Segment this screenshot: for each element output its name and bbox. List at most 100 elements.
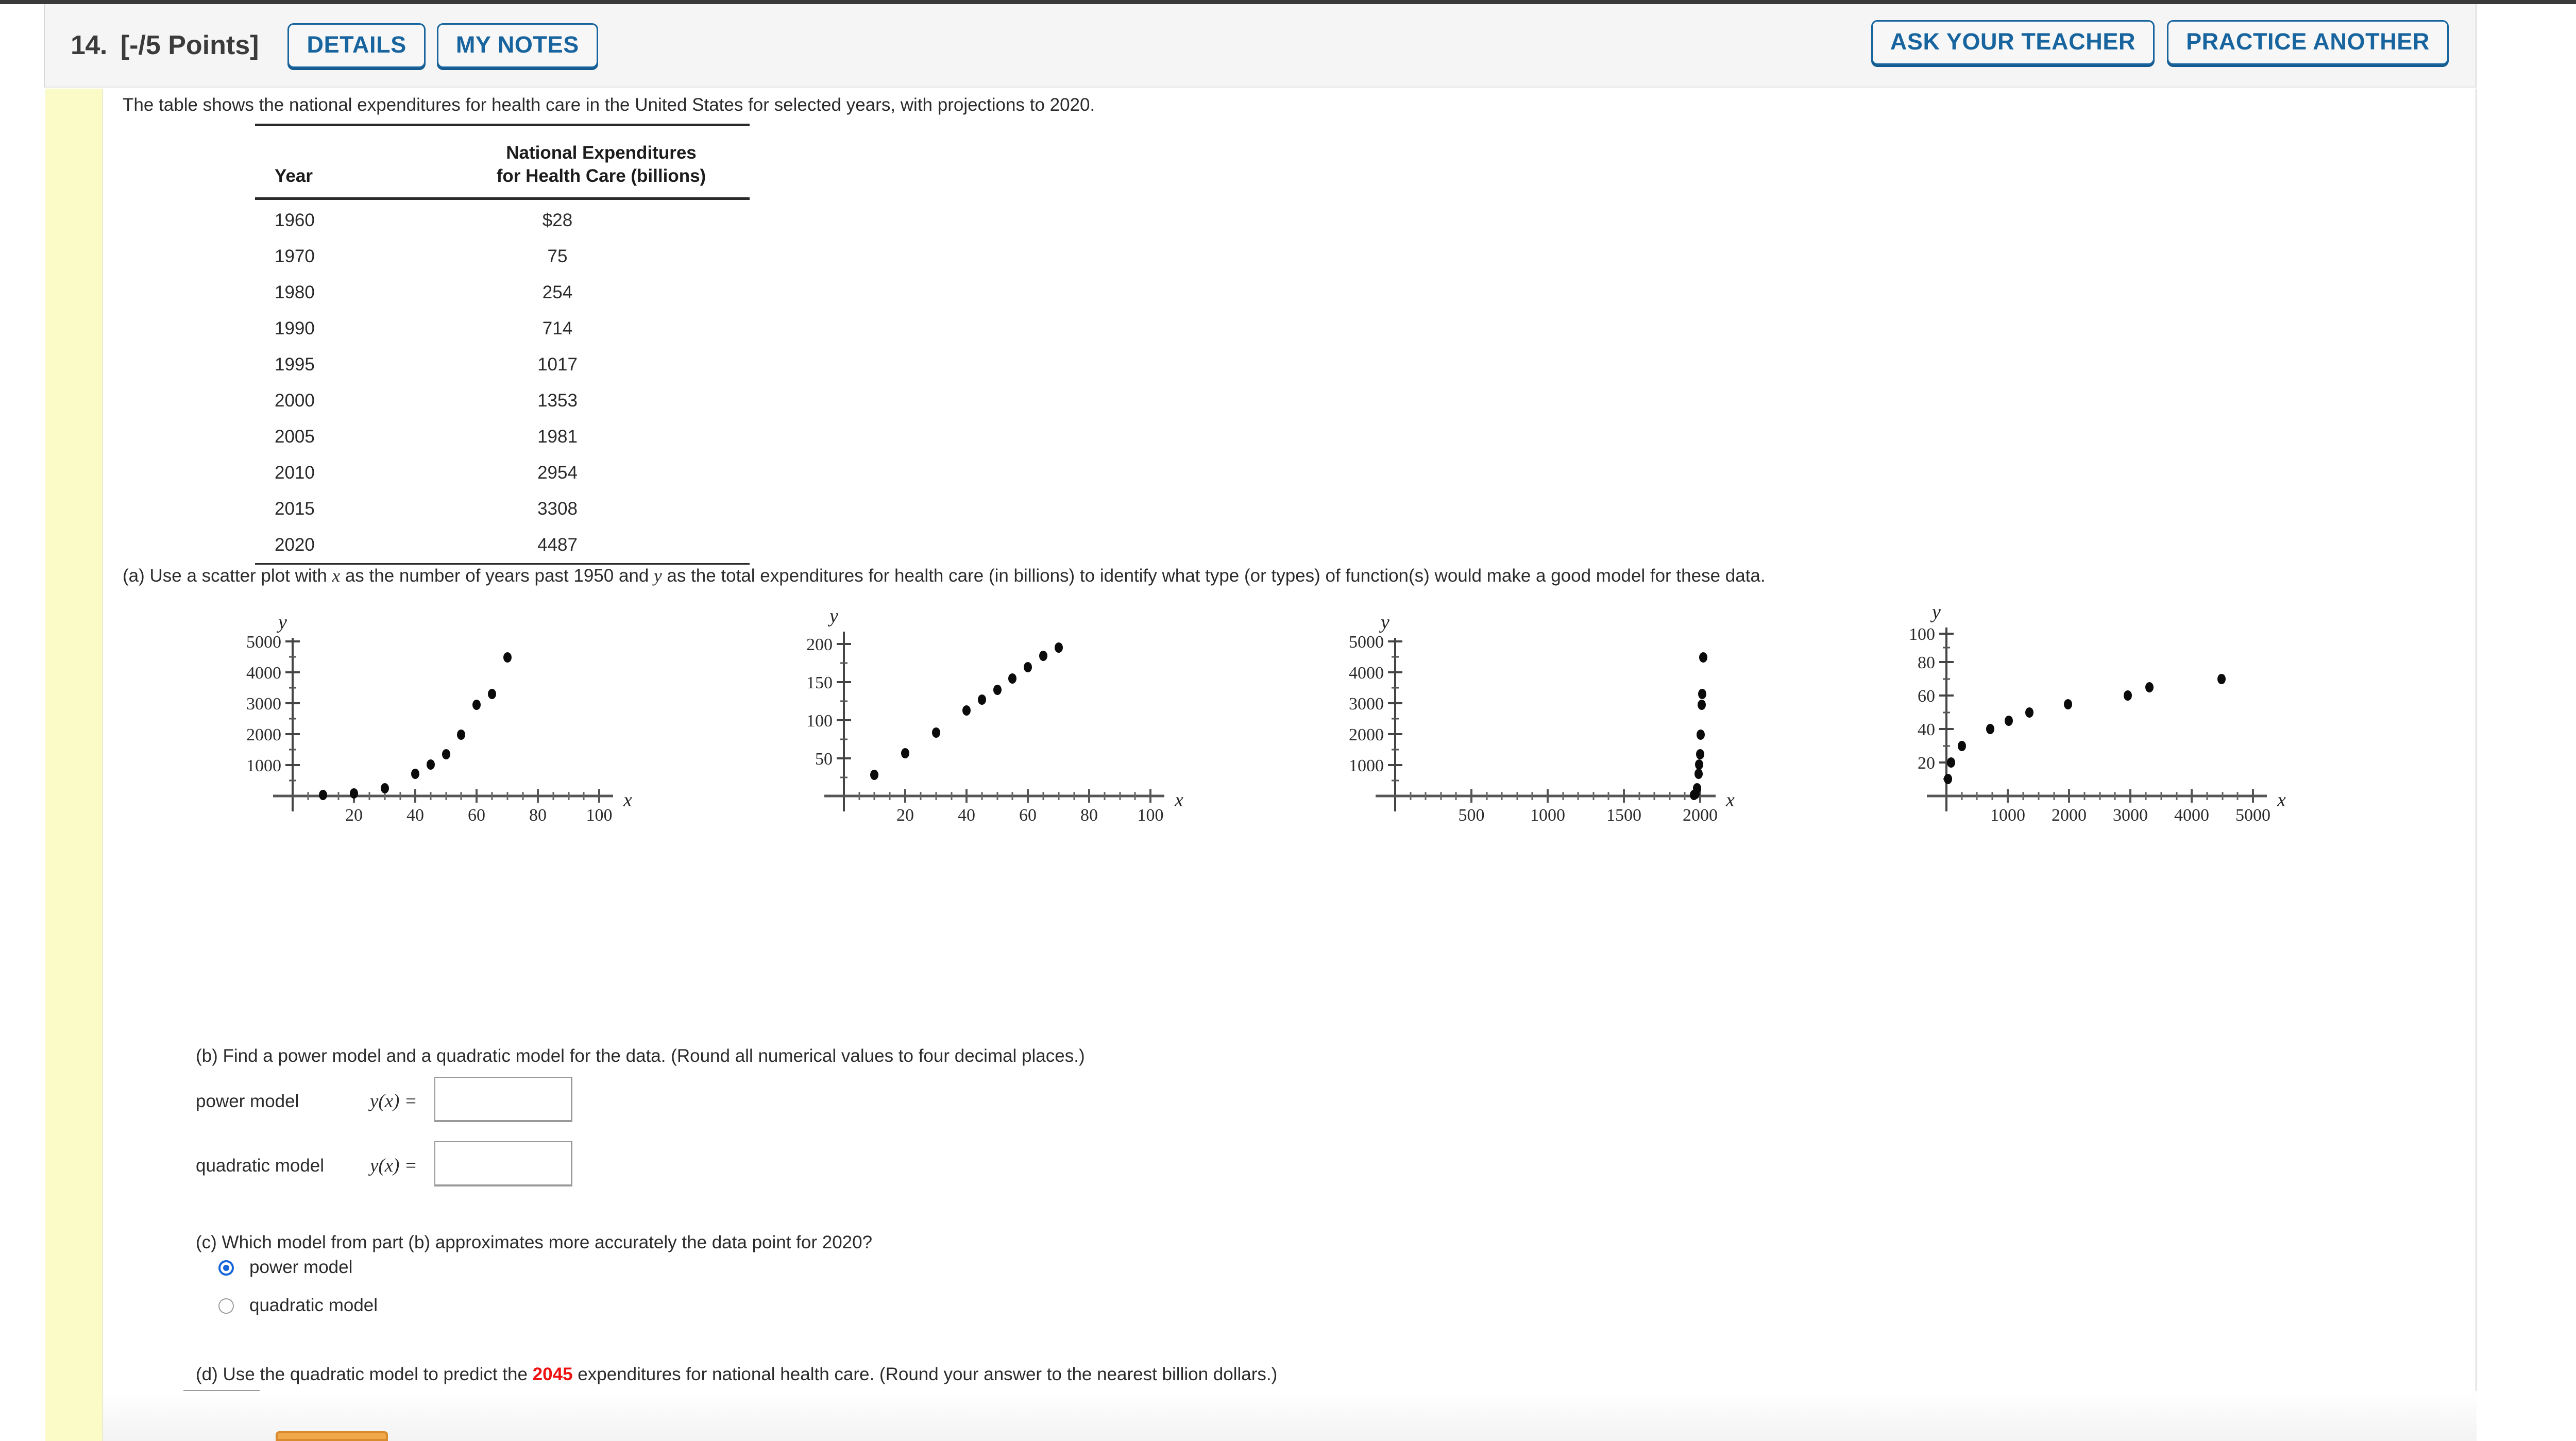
svg-text:4000: 4000 — [2174, 806, 2209, 825]
data-points — [870, 642, 1063, 780]
part-d-text-2: expenditures for national health care. (… — [572, 1364, 1278, 1384]
table-row: 2000 1353 — [255, 383, 750, 419]
svg-text:40: 40 — [1918, 720, 1935, 739]
expenditures-table-body: 1960 $28 1970 75 1980 254 1990 714 1995 1017 2000 1… — [255, 198, 750, 564]
scatter-plot-4-svg: y x 20 — [1909, 601, 2286, 825]
part-a-prompt: (a) Use a scatter plot with x as the num… — [123, 566, 1766, 586]
scatter-plot-3[interactable]: y x 1000 — [1319, 598, 1875, 958]
svg-text:20: 20 — [1918, 754, 1935, 773]
part-c-label-power-model[interactable]: power model — [249, 1257, 353, 1277]
scatter-plot-1-svg: y x — [246, 612, 632, 825]
part-a-text-3: as the total expenditures for health car… — [662, 566, 1766, 586]
header-left-buttons: DETAILS MY NOTES — [287, 23, 598, 68]
table-header-year: Year — [275, 165, 313, 186]
details-button[interactable]: DETAILS — [287, 23, 426, 68]
quadratic-model-input[interactable] — [434, 1141, 572, 1186]
table-row: 1995 1017 — [255, 347, 750, 383]
part-c-radio-power-model[interactable] — [218, 1260, 234, 1276]
submit-answer-button-peek[interactable] — [276, 1431, 388, 1441]
table-cell-year: 2000 — [275, 390, 315, 411]
power-model-func-prefix: y(x) = — [370, 1090, 417, 1112]
svg-text:100: 100 — [1138, 806, 1164, 825]
part-a-var-x: x — [332, 566, 341, 586]
table-cell-year: 1990 — [275, 318, 315, 338]
expenditures-table: Year National Expenditures for Health Ca… — [255, 124, 750, 565]
quadratic-model-label: quadratic model — [196, 1156, 325, 1176]
power-model-input[interactable] — [434, 1077, 572, 1122]
table-cell-expenditure: $28 — [542, 210, 573, 230]
table-cell-expenditure: 2954 — [537, 462, 578, 483]
power-model-func-text: y(x) = — [370, 1091, 417, 1112]
part-a-text-2: as the number of years past 1950 and — [340, 566, 654, 586]
svg-text:60: 60 — [1918, 687, 1935, 706]
power-model-label: power model — [196, 1091, 299, 1111]
my-notes-button[interactable]: MY NOTES — [436, 23, 598, 68]
table-cell-year: 2010 — [275, 462, 315, 483]
question-identity: 14. [-/5 Points] — [71, 30, 259, 61]
svg-text:x: x — [1725, 789, 1735, 811]
table-cell-expenditure: 1353 — [537, 390, 578, 411]
table-row: 2010 2954 — [255, 455, 750, 491]
svg-text:1500: 1500 — [1606, 806, 1641, 825]
scatter-plot-options: y x — [0, 598, 2576, 969]
ask-your-teacher-button[interactable]: ASK YOUR TEACHER — [1871, 20, 2155, 65]
svg-text:1000: 1000 — [1990, 806, 2025, 825]
part-c-label-quadratic-model[interactable]: quadratic model — [249, 1295, 378, 1315]
svg-text:40: 40 — [406, 806, 424, 825]
svg-text:x: x — [2277, 789, 2286, 811]
practice-another-button[interactable]: PRACTICE ANOTHER — [2167, 20, 2449, 65]
svg-text:1000: 1000 — [246, 756, 281, 775]
part-d-prompt: (d) Use the quadratic model to predict t… — [196, 1364, 1277, 1385]
svg-text:500: 500 — [1459, 806, 1485, 825]
svg-text:x: x — [623, 789, 632, 811]
svg-text:2000: 2000 — [246, 725, 281, 744]
table-cell-year: 2005 — [275, 426, 315, 447]
svg-text:5000: 5000 — [246, 633, 281, 652]
question-status-strip — [45, 89, 103, 1441]
question-number: 14. — [71, 30, 107, 60]
svg-text:60: 60 — [468, 806, 485, 825]
data-points — [319, 652, 512, 800]
part-a-text-1: (a) Use a scatter plot with — [123, 566, 332, 586]
svg-text:4000: 4000 — [246, 664, 281, 683]
svg-text:y: y — [1379, 612, 1389, 633]
table-row: 1980 254 — [255, 275, 750, 311]
part-a-var-y: y — [654, 566, 662, 586]
svg-text:40: 40 — [958, 806, 975, 825]
intro-text: The table shows the national expenditure… — [123, 95, 1095, 115]
points-badge: [-/5 Points] — [120, 30, 259, 60]
table-row: 2015 3308 — [255, 491, 750, 527]
svg-text:x: x — [1174, 789, 1183, 811]
svg-text:60: 60 — [1019, 806, 1037, 825]
scatter-plot-1[interactable]: y x — [216, 598, 773, 958]
table-header-expenditures-line1: National Expenditures — [506, 143, 697, 163]
table-cell-year: 1980 — [275, 282, 315, 302]
svg-text:y: y — [276, 612, 287, 633]
svg-text:80: 80 — [1080, 806, 1098, 825]
svg-text:100: 100 — [1909, 625, 1935, 644]
part-c-radio-quadratic-model[interactable] — [218, 1298, 234, 1314]
svg-text:3000: 3000 — [246, 694, 281, 714]
svg-text:20: 20 — [896, 806, 914, 825]
data-points — [1690, 652, 1707, 800]
table-row: 2005 1981 — [255, 419, 750, 455]
table-row: 1990 714 — [255, 311, 750, 347]
quadratic-model-func-prefix: y(x) = — [370, 1155, 417, 1177]
question-header: 14. [-/5 Points] DETAILS MY NOTES ASK YO… — [44, 4, 2477, 88]
table-cell-expenditure: 4487 — [537, 534, 578, 555]
table-cell-year: 1970 — [275, 246, 315, 266]
svg-text:80: 80 — [529, 806, 547, 825]
table-row: 1970 75 — [255, 239, 750, 275]
quadratic-model-func-text: y(x) = — [370, 1155, 417, 1176]
scatter-plot-2-svg: y x 50 100 — [806, 605, 1183, 825]
svg-text:80: 80 — [1918, 653, 1935, 672]
svg-text:200: 200 — [806, 635, 833, 654]
table-cell-year: 1960 — [275, 210, 315, 230]
svg-text:5000: 5000 — [1349, 633, 1384, 652]
scatter-plot-2[interactable]: y x 50 100 — [768, 598, 1324, 958]
part-d-text-1: (d) Use the quadratic model to predict t… — [196, 1364, 533, 1384]
svg-text:y: y — [1930, 601, 1941, 623]
svg-text:3000: 3000 — [2113, 806, 2148, 825]
scatter-plot-4[interactable]: y x 20 — [1870, 598, 2427, 958]
table-cell-expenditure: 254 — [542, 282, 573, 302]
